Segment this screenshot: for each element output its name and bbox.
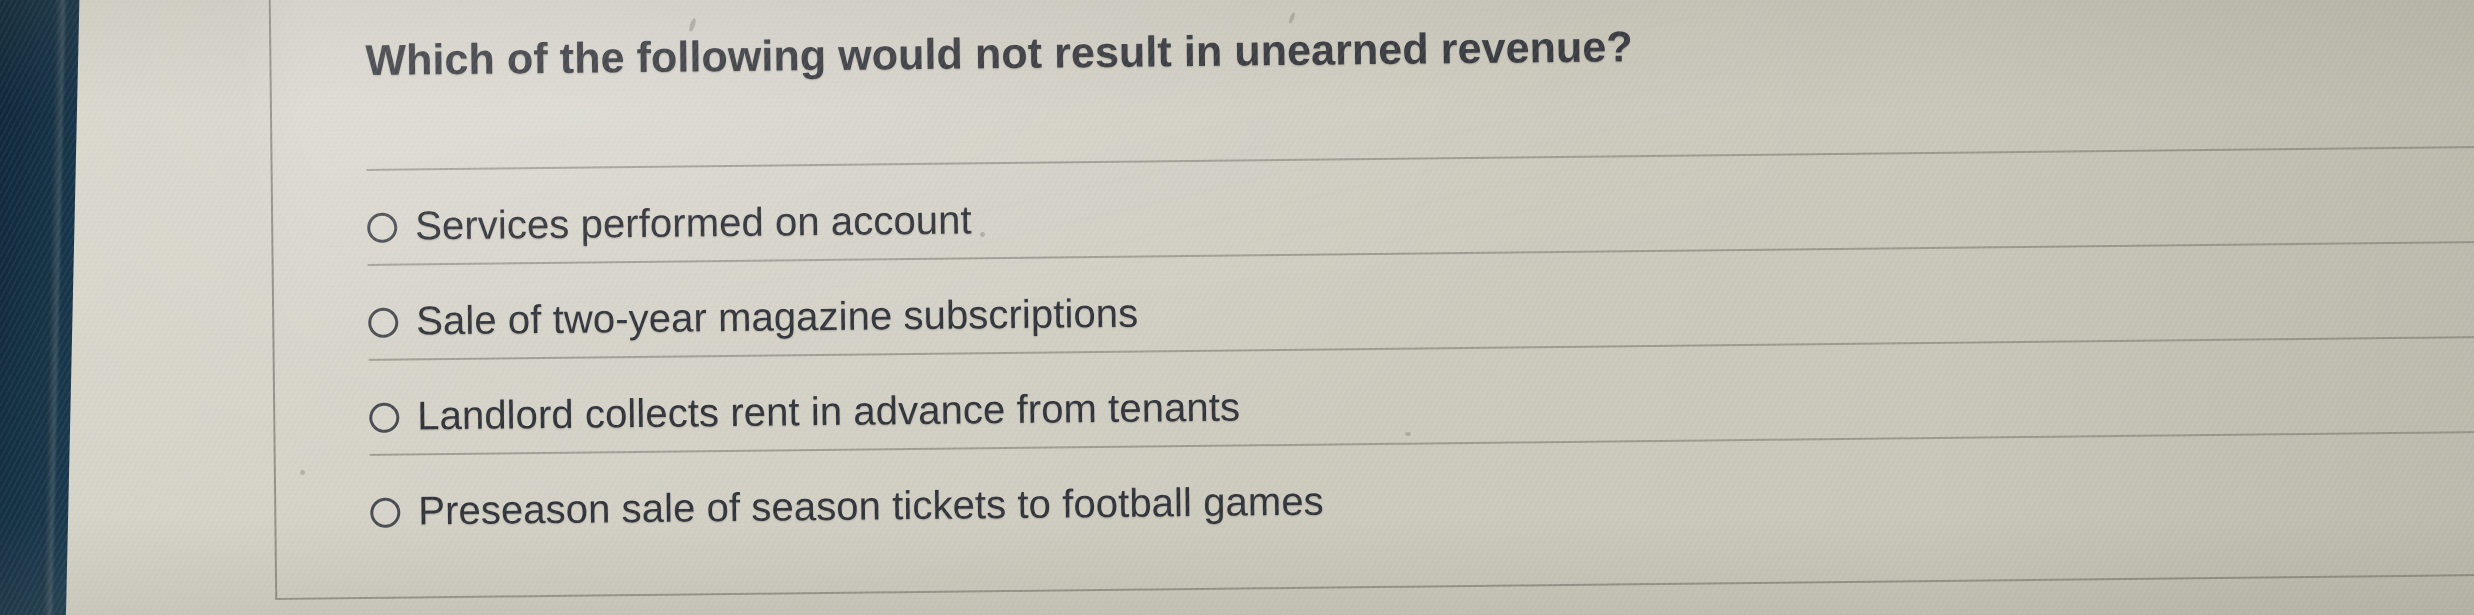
radio-button-unselected-icon[interactable] — [367, 212, 398, 243]
radio-button-unselected-icon[interactable] — [368, 307, 399, 338]
radio-button-unselected-icon[interactable] — [369, 402, 400, 433]
option-label-2: Landlord collects rent in advance from t… — [417, 385, 1241, 439]
option-row-0[interactable]: Services performed on account — [367, 198, 972, 250]
option-row-1[interactable]: Sale of two-year magazine subscriptions — [368, 292, 1138, 345]
option-label-0: Services performed on account — [414, 198, 972, 249]
radio-button-unselected-icon[interactable] — [370, 497, 401, 528]
option-label-1: Sale of two-year magazine subscriptions — [416, 291, 1139, 344]
option-row-2[interactable]: Landlord collects rent in advance from t… — [369, 386, 1240, 440]
